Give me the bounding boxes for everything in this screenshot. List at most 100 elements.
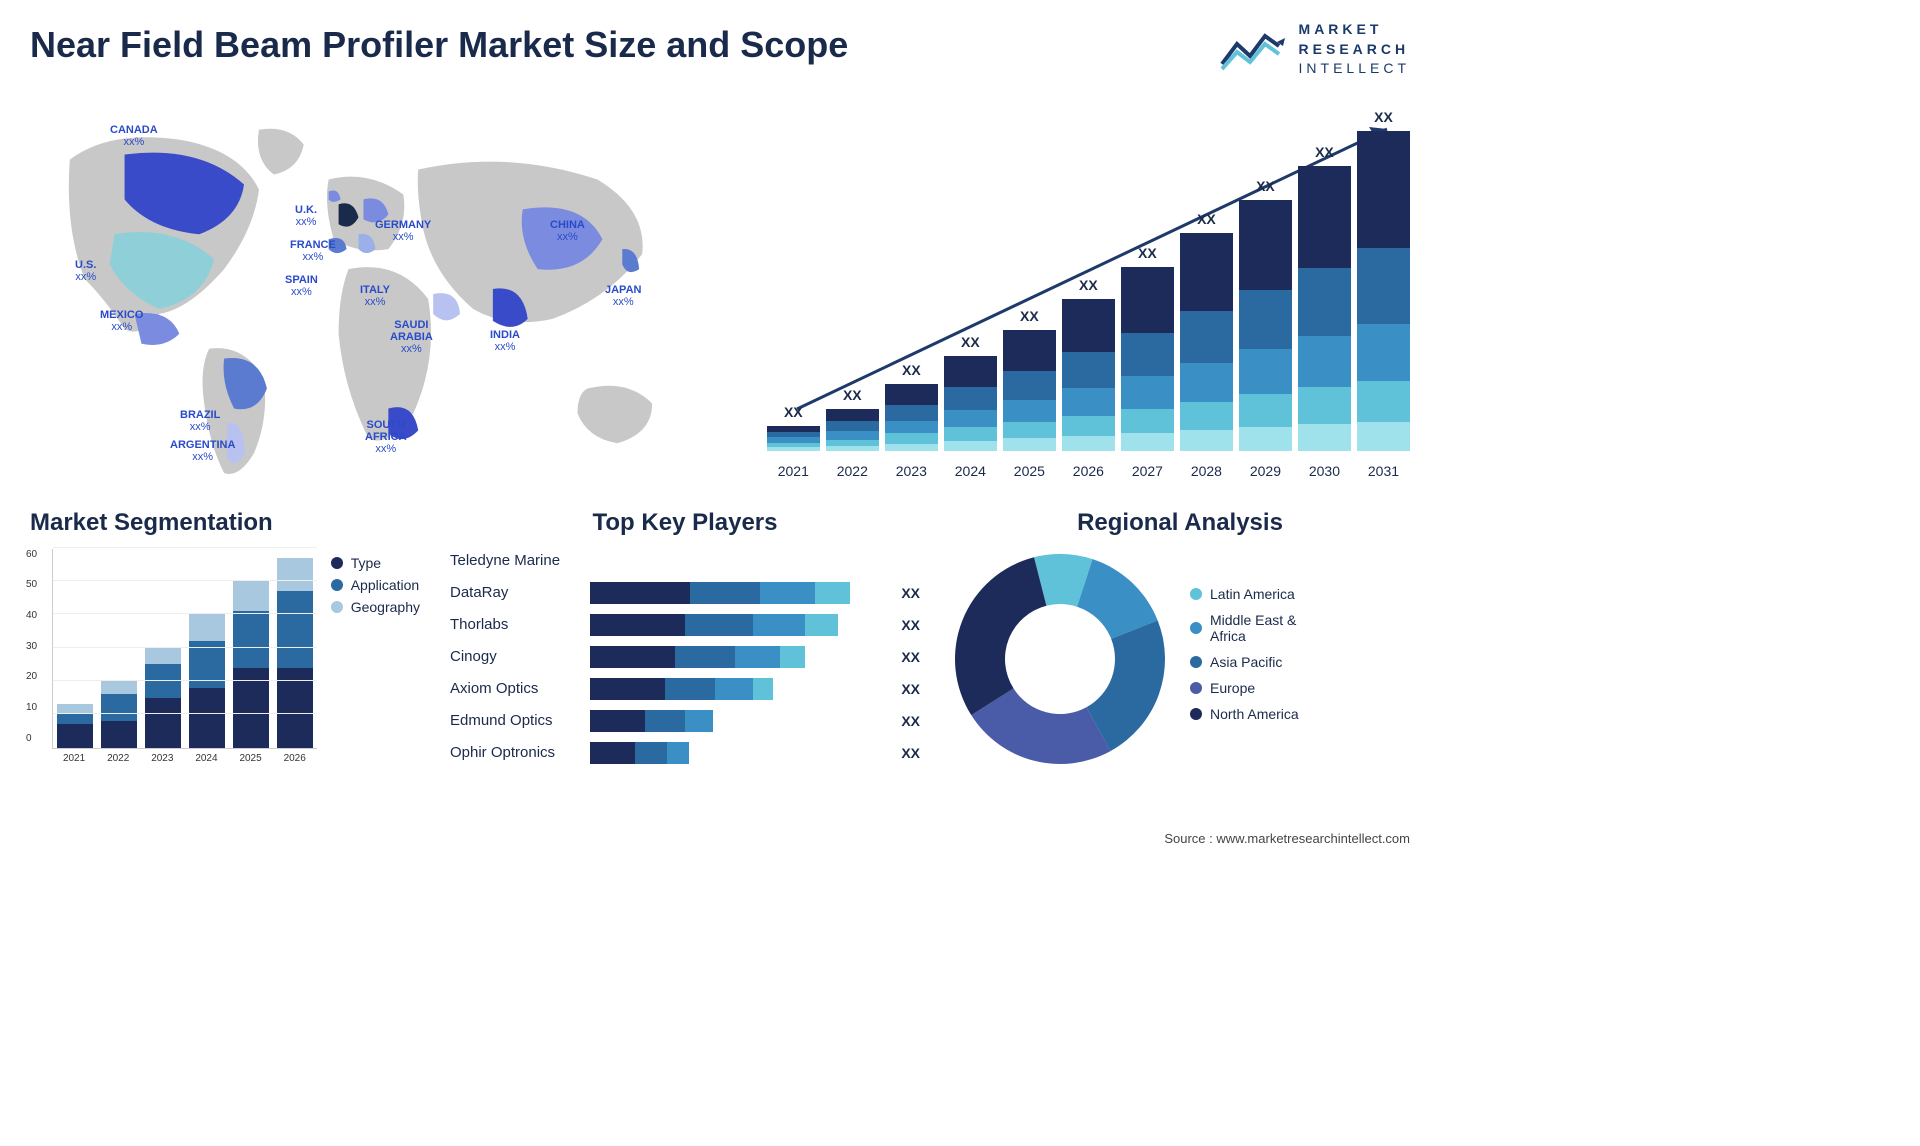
growth-bar-label: XX: [944, 334, 997, 350]
key-player-name: Axiom Optics: [450, 680, 590, 697]
country-label: U.S.xx%: [75, 259, 96, 283]
logo-mark-icon: [1217, 24, 1287, 74]
seg-year-label: 2021: [56, 753, 92, 764]
legend-item: North America: [1190, 706, 1299, 722]
legend-label: Latin America: [1210, 586, 1295, 602]
country-label: GERMANYxx%: [375, 219, 431, 243]
regional-panel: Regional Analysis Latin AmericaMiddle Ea…: [950, 509, 1410, 773]
legend-item: Europe: [1190, 680, 1299, 696]
seg-y-tick: 40: [26, 610, 46, 621]
key-player-name: Teledyne Marine: [450, 552, 590, 569]
growth-bar-segment: [1239, 290, 1292, 349]
key-player-bar-segment: [690, 582, 760, 604]
key-player-row: Axiom Optics XX: [450, 677, 920, 701]
legend-label: Asia Pacific: [1210, 654, 1282, 670]
growth-bar-segment: [944, 356, 997, 387]
growth-bar-segment: [826, 409, 879, 421]
key-player-bar-segment: [685, 614, 753, 636]
growth-bar-segment: [1298, 268, 1351, 336]
country-label: ITALYxx%: [360, 284, 390, 308]
growth-bar-segment: [944, 427, 997, 440]
growth-bar-label: XX: [767, 404, 820, 420]
source-text: Source : www.marketresearchintellect.com: [1164, 831, 1410, 846]
brand-logo: MARKET RESEARCH INTELLECT: [1217, 20, 1410, 79]
logo-line-2: RESEARCH: [1299, 40, 1410, 60]
legend-dot-icon: [331, 579, 343, 591]
key-player-bar-segment: [590, 710, 645, 732]
seg-y-tick: 30: [26, 641, 46, 652]
growth-bar-segment: [885, 444, 938, 451]
growth-bar-label: XX: [885, 362, 938, 378]
country-label: BRAZILxx%: [180, 409, 220, 433]
growth-bar-segment: [944, 387, 997, 410]
seg-bar-segment: [189, 688, 225, 748]
growth-year-label: 2029: [1239, 463, 1292, 479]
growth-bar-segment: [826, 421, 879, 431]
key-player-bar: [590, 582, 893, 604]
growth-bar-segment: [1357, 381, 1410, 422]
key-player-bar: [590, 678, 893, 700]
seg-bar-segment: [145, 698, 181, 748]
seg-bar-segment: [189, 614, 225, 641]
key-player-name: Thorlabs: [450, 616, 590, 633]
country-label: ARGENTINAxx%: [170, 439, 235, 463]
key-player-bar-segment: [590, 614, 685, 636]
key-player-name: Cinogy: [450, 648, 590, 665]
key-player-bar: [590, 710, 893, 732]
regional-donut: [950, 549, 1170, 769]
growth-bar-segment: [1121, 333, 1174, 376]
key-player-value: XX: [901, 681, 920, 697]
growth-year-label: 2031: [1357, 463, 1410, 479]
growth-bar: XX: [1357, 131, 1410, 451]
legend-dot-icon: [1190, 708, 1202, 720]
growth-bar-segment: [1357, 131, 1410, 248]
key-player-row: DataRayXX: [450, 581, 920, 605]
seg-bar-segment: [277, 558, 313, 591]
seg-bar-segment: [101, 694, 137, 721]
country-label: SPAINxx%: [285, 274, 318, 298]
growth-year-label: 2021: [767, 463, 820, 479]
page-title: Near Field Beam Profiler Market Size and…: [30, 24, 848, 66]
seg-bar-segment: [101, 721, 137, 748]
legend-dot-icon: [1190, 656, 1202, 668]
growth-bar-segment: [1180, 311, 1233, 362]
regional-legend: Latin AmericaMiddle East &AfricaAsia Pac…: [1190, 586, 1299, 732]
key-player-name: DataRay: [450, 584, 590, 601]
seg-y-tick: 20: [26, 671, 46, 682]
segmentation-legend: TypeApplicationGeography: [331, 555, 420, 764]
segmentation-title: Market Segmentation: [30, 509, 420, 537]
key-player-name: Ophir Optronics: [450, 744, 590, 761]
legend-label: North America: [1210, 706, 1299, 722]
seg-bar: [277, 558, 313, 748]
growth-bar-segment: [885, 384, 938, 405]
key-players-panel: Top Key Players Teledyne MarineDataRayXX…: [450, 509, 920, 773]
growth-year-label: 2022: [826, 463, 879, 479]
growth-bar-segment: [767, 447, 820, 451]
growth-bar: XX: [1062, 299, 1115, 451]
seg-year-label: 2024: [188, 753, 224, 764]
seg-bar: [145, 648, 181, 748]
growth-bar-segment: [1062, 416, 1115, 437]
growth-bar-segment: [1121, 433, 1174, 450]
growth-bar-segment: [1298, 336, 1351, 387]
key-player-bar-segment: [667, 742, 689, 764]
growth-bar: XX: [826, 409, 879, 451]
growth-bar-segment: [1180, 430, 1233, 451]
seg-bar: [189, 614, 225, 747]
seg-year-label: 2026: [277, 753, 313, 764]
key-player-row: Edmund Optics XX: [450, 709, 920, 733]
logo-line-1: MARKET: [1299, 20, 1410, 40]
seg-bar-segment: [57, 724, 93, 747]
country-label: SAUDIARABIAxx%: [390, 319, 433, 355]
key-player-name: Edmund Optics: [450, 712, 590, 729]
growth-year-label: 2030: [1298, 463, 1351, 479]
growth-chart: XXXXXXXXXXXXXXXXXXXXXX 20212022202320242…: [767, 99, 1410, 479]
key-player-bar-segment: [590, 678, 665, 700]
growth-bar-segment: [885, 405, 938, 421]
seg-bar-segment: [233, 611, 269, 668]
key-player-value: XX: [901, 713, 920, 729]
growth-year-label: 2024: [944, 463, 997, 479]
growth-bar-segment: [1357, 248, 1410, 324]
legend-dot-icon: [1190, 682, 1202, 694]
growth-bar-segment: [1357, 422, 1410, 451]
